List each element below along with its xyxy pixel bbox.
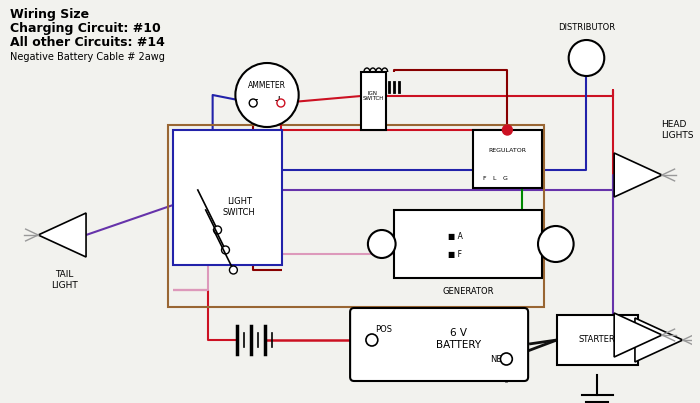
Text: ■ A: ■ A: [448, 231, 463, 241]
Text: AMMETER: AMMETER: [248, 81, 286, 89]
Text: HEAD
LIGHTS: HEAD LIGHTS: [661, 120, 693, 140]
Text: POS: POS: [375, 326, 392, 334]
Polygon shape: [614, 313, 662, 357]
Bar: [473, 130, 542, 188]
Text: Negative Battery Cable # 2awg: Negative Battery Cable # 2awg: [10, 52, 164, 62]
Polygon shape: [635, 318, 682, 362]
Circle shape: [368, 230, 395, 258]
Circle shape: [214, 226, 221, 234]
Bar: [393, 210, 542, 278]
Circle shape: [568, 40, 604, 76]
Text: NEG: NEG: [491, 355, 508, 364]
Text: +: +: [274, 93, 284, 106]
Text: Wiring Size: Wiring Size: [10, 8, 89, 21]
Bar: [168, 125, 544, 307]
Text: Charging Circuit: #10: Charging Circuit: #10: [10, 22, 160, 35]
Text: G: G: [503, 175, 507, 181]
Polygon shape: [614, 153, 662, 197]
Circle shape: [235, 63, 299, 127]
Polygon shape: [38, 213, 86, 257]
Text: STARTER: STARTER: [579, 336, 616, 345]
Bar: [361, 72, 386, 130]
Text: IGN
SWITCH: IGN SWITCH: [362, 91, 384, 102]
Text: DISTRIBUTOR: DISTRIBUTOR: [558, 23, 615, 33]
Circle shape: [277, 99, 285, 107]
Bar: [556, 315, 638, 365]
Text: All other Circuits: #14: All other Circuits: #14: [10, 36, 164, 49]
Text: REGULATOR: REGULATOR: [489, 148, 526, 154]
Circle shape: [366, 334, 378, 346]
Circle shape: [538, 226, 573, 262]
Text: ■ F: ■ F: [448, 249, 462, 258]
Text: 6 V
BATTERY: 6 V BATTERY: [436, 328, 482, 350]
Bar: [173, 130, 282, 265]
Text: -: -: [253, 93, 258, 106]
Text: L: L: [493, 175, 496, 181]
Circle shape: [500, 353, 512, 365]
Circle shape: [230, 266, 237, 274]
Text: LIGHT
SWITCH: LIGHT SWITCH: [223, 197, 256, 217]
Text: TAIL
LIGHT: TAIL LIGHT: [51, 270, 78, 290]
Circle shape: [503, 125, 512, 135]
Text: GENERATOR: GENERATOR: [442, 287, 493, 297]
Circle shape: [221, 246, 230, 254]
Text: F: F: [483, 175, 486, 181]
Circle shape: [249, 99, 257, 107]
FancyBboxPatch shape: [350, 308, 528, 381]
